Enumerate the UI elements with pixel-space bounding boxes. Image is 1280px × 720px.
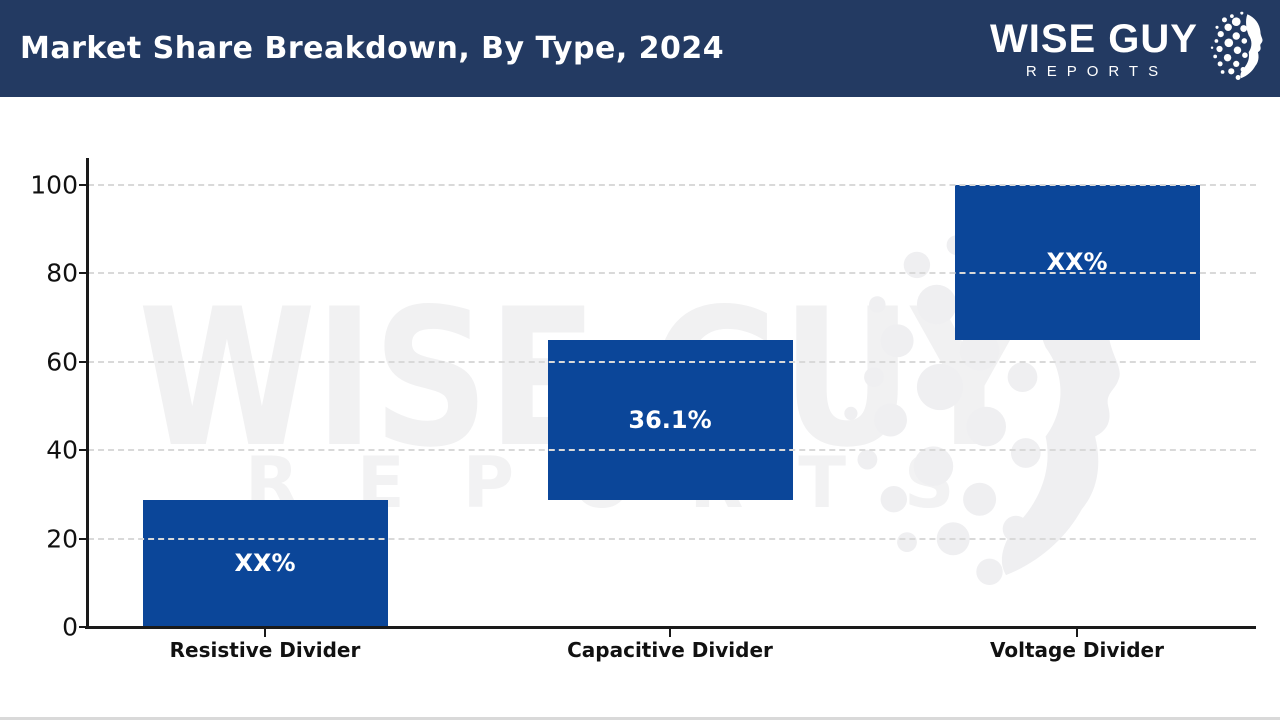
y-tick-label: 40: [46, 435, 78, 465]
y-tick-mark: [79, 537, 88, 540]
y-tick-mark: [79, 360, 88, 363]
y-tick-label: 80: [46, 258, 78, 288]
grid-line: [88, 272, 1256, 274]
wiseguy-logo: WISE GUY REPORTS: [990, 11, 1266, 87]
bar-value-label: XX%: [1046, 248, 1108, 277]
x-category-label: Voltage Divider: [990, 638, 1164, 662]
y-tick-mark: [79, 272, 88, 274]
x-axis-line: [85, 626, 1256, 629]
bar-value-label: XX%: [234, 549, 296, 578]
y-tick-label: 100: [30, 170, 78, 199]
x-category-label: Capacitive Divider: [567, 638, 773, 662]
y-tick-label: 60: [46, 347, 78, 376]
x-tick-mark: [669, 629, 671, 637]
grid-line: [88, 537, 1256, 540]
bar-value-label: 36.1%: [628, 405, 712, 434]
y-tick-label: 0: [62, 612, 78, 642]
x-tick-mark: [264, 629, 266, 637]
bar-segment: [142, 499, 388, 627]
grid-line: [88, 449, 1256, 451]
header-bar: Market Share Breakdown, By Type, 2024 WI…: [0, 0, 1280, 97]
wiseguy-head-icon: [1204, 11, 1266, 87]
x-category-label: Resistive Divider: [169, 638, 361, 662]
y-tick-mark: [79, 449, 88, 451]
logo-wordmark: WISE GUY: [989, 16, 1198, 61]
logo-reports-text: REPORTS: [1025, 62, 1169, 80]
y-axis-line: [86, 158, 89, 629]
grid-line: [88, 183, 1256, 186]
bar-segment: [954, 184, 1200, 340]
chart-title: Market Share Breakdown, By Type, 2024: [20, 31, 725, 66]
wiseguy-logo-text: WISE GUY REPORTS: [990, 19, 1198, 79]
y-tick-mark: [79, 626, 88, 628]
bar-segment: [547, 339, 793, 500]
grid-line: [88, 360, 1256, 363]
y-tick-mark: [79, 183, 88, 186]
x-tick-mark: [1076, 629, 1078, 637]
y-tick-label: 20: [46, 524, 78, 553]
